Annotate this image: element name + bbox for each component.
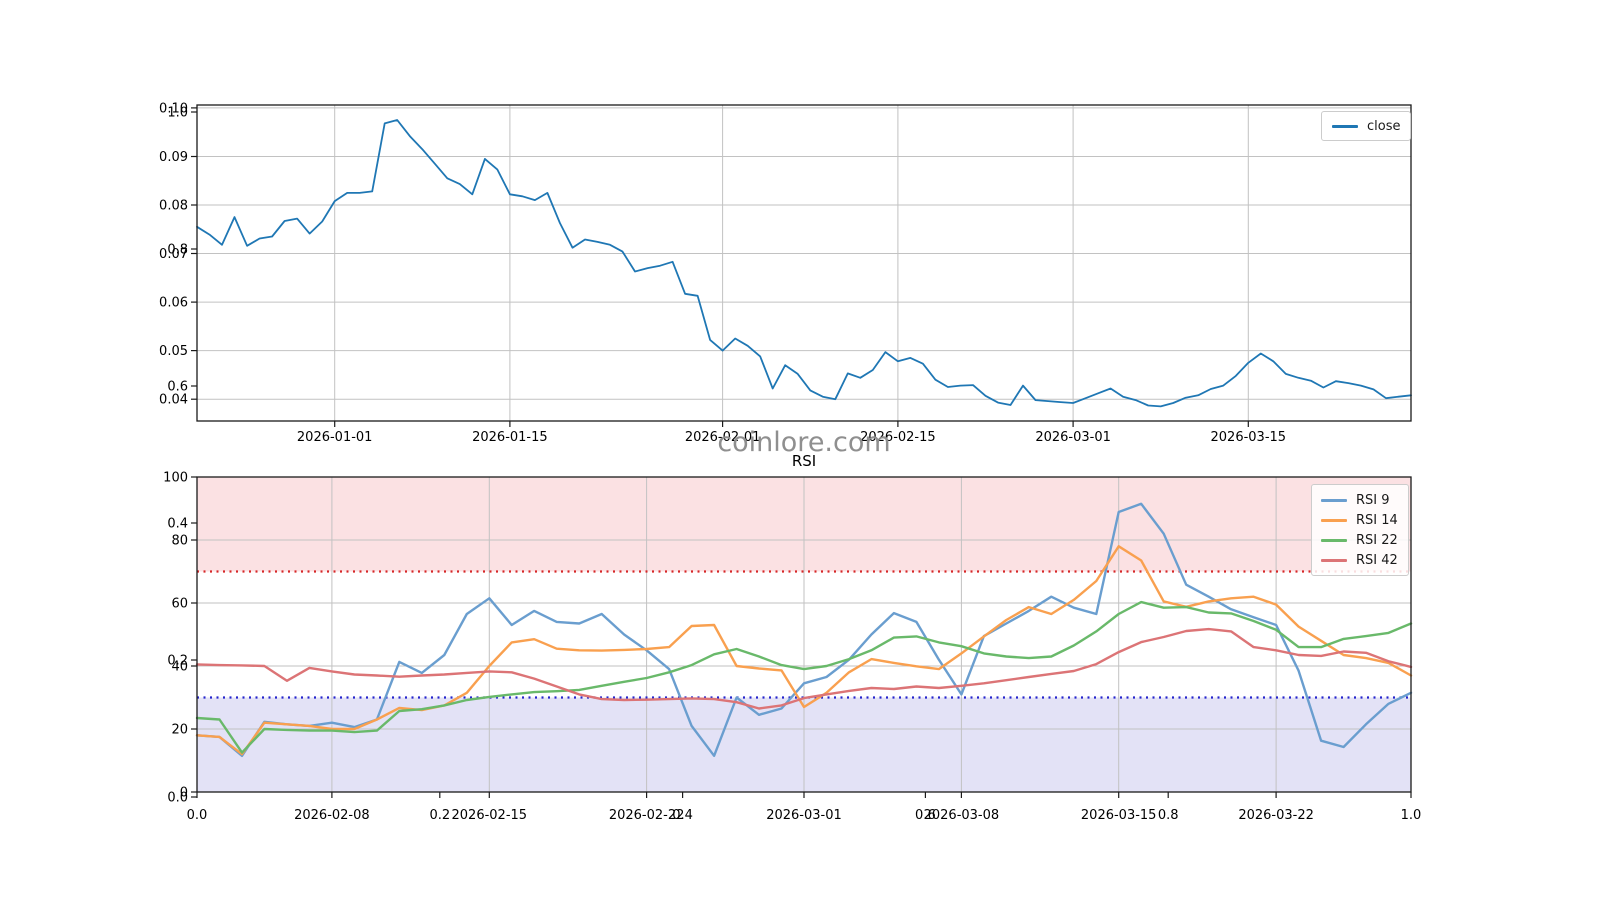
svg-text:0.10: 0.10 [159, 101, 188, 116]
svg-text:2026-02-22: 2026-02-22 [609, 808, 685, 823]
legend-label-rsi22: RSI 22 [1356, 532, 1398, 548]
rsi-line-rsi9 [195, 502, 1413, 757]
legend-label-rsi14: RSI 14 [1356, 512, 1398, 528]
watermark: coinlore.com [717, 427, 891, 458]
legend-item-rsi22: RSI 22 [1321, 530, 1398, 550]
svg-text:2026-03-15: 2026-03-15 [1081, 808, 1157, 823]
svg-text:0.6: 0.6 [915, 808, 936, 823]
svg-text:1.0: 1.0 [1401, 808, 1422, 823]
svg-text:2026-03-15: 2026-03-15 [1211, 430, 1287, 445]
svg-text:0.06: 0.06 [159, 296, 188, 311]
legend-item-rsi42: RSI 42 [1321, 550, 1398, 570]
svg-text:2026-03-01: 2026-03-01 [1035, 430, 1111, 445]
figure-axis-labels: 1.0 0.8 0.6 0.4 0.2 0.0 0.0 0.2 0.4 0.6 0.8 1.0 [167, 106, 1421, 824]
price-tick-labels: 0.04 0.05 0.06 0.07 0.08 0.09 0.10 2026-01-01 20… [159, 101, 1286, 445]
svg-text:2026-02-01: 2026-02-01 [685, 430, 761, 445]
svg-text:0.2: 0.2 [167, 654, 188, 669]
svg-text:2026-01-01: 2026-01-01 [297, 430, 373, 445]
close-line-swatch [1332, 124, 1358, 128]
svg-text:1.0: 1.0 [167, 106, 188, 121]
svg-text:0.2: 0.2 [429, 808, 450, 823]
svg-text:0.6: 0.6 [167, 380, 188, 395]
rsi9-line-swatch [1321, 498, 1347, 502]
svg-text:0.8: 0.8 [1158, 808, 1179, 823]
legend-item-rsi14: RSI 14 [1321, 510, 1398, 530]
svg-text:2026-02-08: 2026-02-08 [294, 808, 370, 823]
svg-text:20: 20 [171, 723, 188, 738]
svg-text:0.04: 0.04 [159, 393, 188, 408]
svg-text:0.09: 0.09 [159, 150, 188, 165]
rsi-axes: 0 20 40 60 80 100 2026-02-08 2026-02-15 2026-02-… [163, 471, 1413, 824]
rsi-line-rsi42 [195, 627, 1413, 710]
svg-text:0.8: 0.8 [167, 243, 188, 258]
svg-text:2026-01-15: 2026-01-15 [472, 430, 548, 445]
svg-text:0: 0 [180, 786, 188, 801]
legend-label-close: close [1367, 118, 1401, 134]
price-legend: close [1321, 111, 1412, 141]
legend-item-close: close [1332, 116, 1400, 136]
svg-text:2026-03-01: 2026-03-01 [766, 808, 842, 823]
rsi-line-rsi22 [195, 600, 1413, 754]
rsi14-line-swatch [1321, 518, 1347, 522]
price-grid [197, 105, 1411, 421]
svg-text:2026-03-22: 2026-03-22 [1238, 808, 1314, 823]
svg-text:60: 60 [171, 597, 188, 612]
rsi-chart-title: RSI [791, 452, 817, 470]
rsi42-line-swatch [1321, 558, 1347, 562]
rsi-tick-labels: 0 20 40 60 80 100 2026-02-08 2026-02-15 2026-02-… [163, 471, 1314, 824]
svg-text:2026-02-15: 2026-02-15 [452, 808, 528, 823]
svg-text:0.4: 0.4 [672, 808, 693, 823]
svg-text:40: 40 [171, 660, 188, 675]
svg-text:0.07: 0.07 [159, 247, 188, 262]
svg-text:0.0: 0.0 [187, 808, 208, 823]
price-axes: 0.04 0.05 0.06 0.07 0.08 0.09 0.10 2026-01-01 20… [159, 101, 1412, 445]
legend-item-rsi9: RSI 9 [1321, 490, 1398, 510]
rsi22-line-swatch [1321, 538, 1347, 542]
rsi-line-rsi14 [195, 545, 1413, 756]
svg-text:0.08: 0.08 [159, 199, 188, 214]
legend-label-rsi42: RSI 42 [1356, 552, 1398, 568]
svg-text:80: 80 [171, 534, 188, 549]
svg-text:0.0: 0.0 [167, 791, 188, 806]
close-line [196, 119, 1412, 408]
svg-text:2026-03-08: 2026-03-08 [924, 808, 1000, 823]
rsi-legend: RSI 9 RSI 14 RSI 22 RSI 42 [1311, 484, 1409, 576]
svg-text:0.05: 0.05 [159, 344, 188, 359]
svg-text:100: 100 [163, 471, 188, 486]
svg-text:0.4: 0.4 [167, 517, 188, 532]
svg-text:2026-02-15: 2026-02-15 [860, 430, 936, 445]
price-spines [196, 104, 1412, 422]
legend-label-rsi9: RSI 9 [1356, 492, 1390, 508]
